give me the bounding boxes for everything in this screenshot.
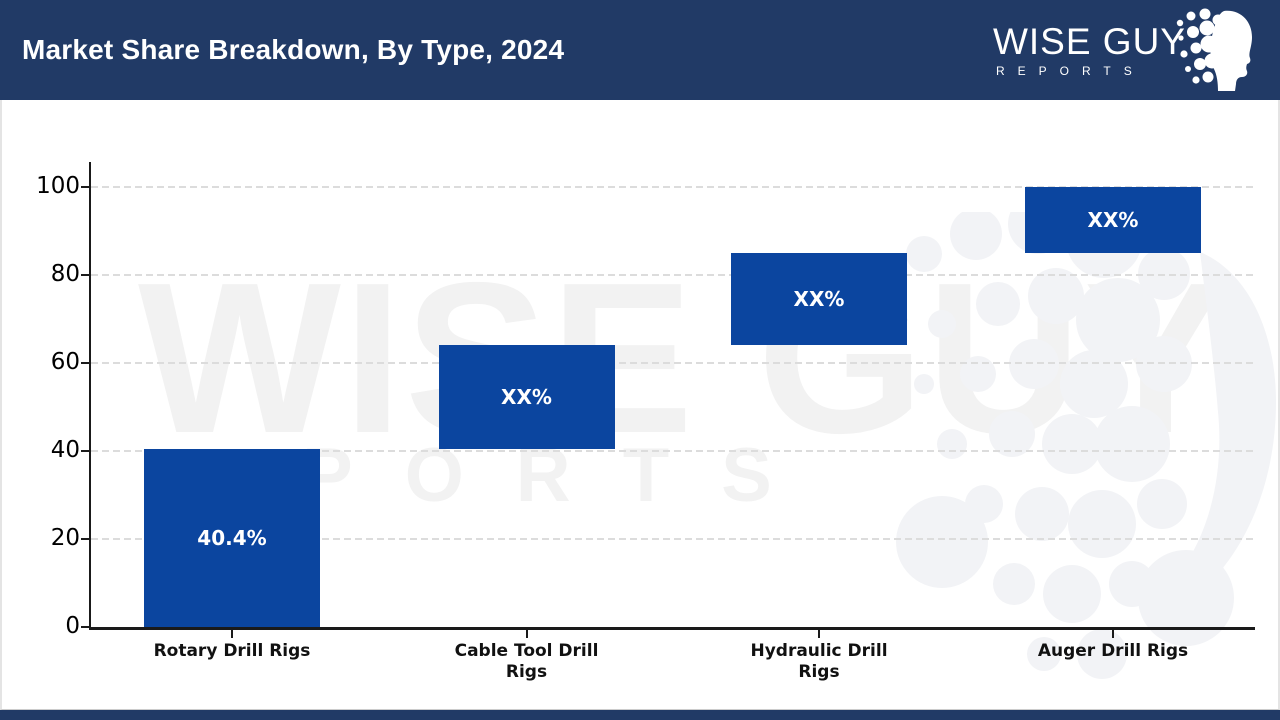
wiseguy-logo-text: WISE GUY REPORTS <box>993 23 1186 78</box>
bar-segment: XX% <box>438 344 615 450</box>
gridline <box>91 274 1255 276</box>
wiseguy-logo-line1: WISE GUY <box>992 20 1186 62</box>
chart-title: Market Share Breakdown, By Type, 2024 <box>22 34 565 65</box>
y-axis-tick <box>81 186 90 188</box>
wiseguy-face-logo-icon <box>1176 8 1252 92</box>
y-axis-tick <box>81 274 90 276</box>
y-axis-tick-label: 100 <box>36 173 80 199</box>
gridline <box>91 450 1255 452</box>
x-axis-category-label: Hydraulic Drill Rigs <box>750 641 888 682</box>
bar-value-label: XX% <box>501 385 552 410</box>
wiseguy-logo: WISE GUY REPORTS <box>993 7 1258 93</box>
x-axis-tick <box>525 630 528 638</box>
x-axis-tick <box>818 630 820 638</box>
bar-segment: 40.4% <box>144 449 320 627</box>
plot-region: 0 20 40 60 80 100 40.4% Rotary Drill Rigs XX% Cab… <box>2 100 1278 709</box>
bar-segment: XX% <box>731 253 907 345</box>
chart-area: WISE GUY PORTS 0 20 40 60 80 100 40.4% Rotary D… <box>0 100 1280 710</box>
y-axis-tick-label: 0 <box>65 613 80 639</box>
y-axis-line <box>89 162 91 630</box>
face-dots-watermark-icon <box>896 212 1276 679</box>
y-axis-tick <box>81 538 90 540</box>
y-axis-tick <box>81 450 90 452</box>
bar-value-label: XX% <box>793 287 845 312</box>
x-axis-line <box>89 627 1255 630</box>
y-axis-tick <box>81 626 90 628</box>
footer-bar <box>0 710 1280 720</box>
y-axis-tick-label: 20 <box>50 525 80 551</box>
y-axis-tick-label: 80 <box>50 261 80 287</box>
gridline <box>91 362 1255 364</box>
bar-segment: XX% <box>1025 187 1201 254</box>
wiseguy-logo-line2: REPORTS <box>995 63 1145 78</box>
header-bar: Market Share Breakdown, By Type, 2024 WI… <box>0 0 1280 100</box>
y-axis-tick-label: 60 <box>50 349 80 375</box>
gridline <box>91 538 1255 540</box>
bar-value-label: XX% <box>1087 208 1139 233</box>
y-axis-tick <box>81 362 90 364</box>
x-axis-category-label: Cable Tool Drill Rigs <box>454 641 599 682</box>
x-axis-category-label: Auger Drill Rigs <box>1037 641 1189 661</box>
gridline <box>91 186 1255 188</box>
y-axis-tick-label: 40 <box>50 437 80 463</box>
x-axis-category-label: Rotary Drill Rigs <box>153 641 311 661</box>
x-axis-tick <box>1112 630 1114 638</box>
x-axis-tick <box>231 630 233 638</box>
bar-value-label: 40.4% <box>197 526 267 551</box>
